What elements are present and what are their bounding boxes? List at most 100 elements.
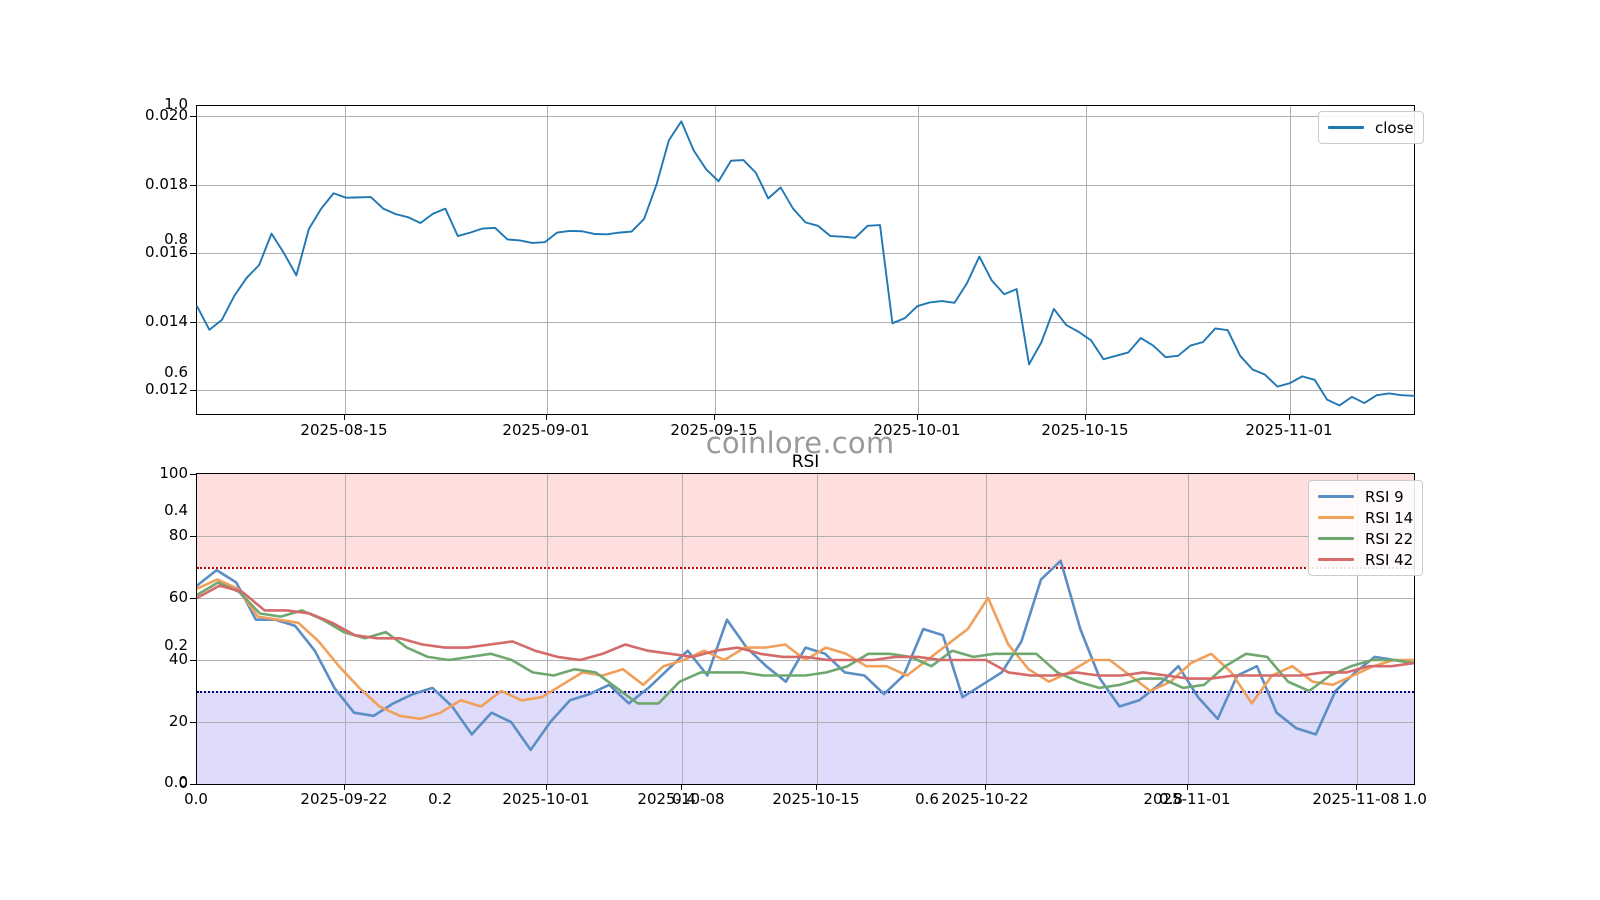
price-x-tickmark <box>344 415 345 420</box>
legend-swatch-close <box>1328 126 1364 129</box>
rsi-x-tick-label-secondary: 0.6 <box>915 790 939 808</box>
rsi-y-tick-label: 60 <box>168 588 188 606</box>
overbought-zone <box>197 474 1414 567</box>
legend-swatch-rsi-22 <box>1318 537 1354 540</box>
rsi-x-tickmark <box>1187 785 1188 790</box>
price-x-tick-label: 2025-10-01 <box>873 421 961 439</box>
price-gridline-h <box>197 321 1414 323</box>
rsi-gridline-h <box>197 598 1414 599</box>
rsi-x-tickmark <box>681 785 682 790</box>
rsi-y-tick-label: 40 <box>168 650 188 668</box>
price-x-tick-label: 2025-10-15 <box>1041 421 1129 439</box>
rsi-x-tickmark <box>816 785 817 790</box>
price-x-tick-label: 2025-09-01 <box>502 421 590 439</box>
rsi-x-tick-label: 2025-09-22 <box>300 790 388 808</box>
rsi-x-tick-label-secondary: 0.0 <box>184 790 208 808</box>
rsi-gridline-v <box>682 474 683 784</box>
price-gridline-h <box>197 184 1414 186</box>
rsi-y-tick-label: 0 <box>178 774 188 792</box>
rsi-chart-legend[interactable]: RSI 9 RSI 14 RSI 22 RSI 42 <box>1308 480 1424 576</box>
price-y-tick-label-secondary: 0.8 <box>164 230 188 248</box>
rsi-x-tickmark <box>344 785 345 790</box>
rsi-x-tick-label: 2025-10-22 <box>941 790 1029 808</box>
price-y-tick-label-secondary: 1.0 <box>164 95 188 113</box>
rsi-gridline-v <box>547 474 548 784</box>
rsi-x-tick-label: 2025-11-08 <box>1312 790 1400 808</box>
price-gridline-h <box>197 253 1414 255</box>
rsi-x-tick-label: 2025-10-08 <box>637 790 725 808</box>
rsi-y-tick-label-secondary: 0.0 <box>164 773 188 791</box>
price-chart-legend[interactable]: close <box>1318 111 1424 144</box>
rsi-chart-title: RSI <box>791 452 820 472</box>
legend-item[interactable]: RSI 22 <box>1318 528 1413 549</box>
price-y-tick-label: 0.016 <box>145 243 188 262</box>
rsi-y-tick-label: 20 <box>168 712 188 730</box>
price-gridline-h <box>197 390 1414 392</box>
price-gridline-v <box>1290 106 1291 414</box>
price-y-tick-label: 0.014 <box>145 311 188 330</box>
price-x-tickmark <box>1085 415 1086 420</box>
price-x-tickmark <box>546 415 547 420</box>
rsi-x-tickmark <box>985 785 986 790</box>
price-x-tick-label: 2025-11-01 <box>1245 421 1333 439</box>
legend-swatch-rsi-9 <box>1318 495 1354 498</box>
legend-item[interactable]: RSI 9 <box>1318 486 1413 507</box>
rsi-x-tickmark <box>546 785 547 790</box>
rsi-x-tick-label: 2025-11-01 <box>1143 790 1231 808</box>
price-gridline-v <box>918 106 919 414</box>
watermark: coinlore.com <box>705 426 895 460</box>
legend-swatch-rsi-14 <box>1318 516 1354 519</box>
price-y-tick-label: 0.012 <box>145 380 188 399</box>
rsi-x-tick-label-secondary: 0.2 <box>428 790 452 808</box>
price-y-tickmark <box>190 116 196 118</box>
rsi-y-tick-label: 100 <box>159 464 188 482</box>
rsi-gridline-h <box>197 722 1414 723</box>
price-y-tickmark <box>190 184 196 186</box>
rsi-y-tick-label: 80 <box>168 526 188 544</box>
rsi-y-tickmark <box>190 660 196 661</box>
rsi-gridline-h <box>197 536 1414 537</box>
price-line-series <box>196 120 1415 407</box>
rsi-y-tick-label-secondary: 0.4 <box>164 501 188 519</box>
legend-item[interactable]: RSI 14 <box>1318 507 1413 528</box>
price-x-tickmark <box>714 415 715 420</box>
rsi-x-tick-label: 2025-10-01 <box>502 790 590 808</box>
rsi-y-tickmark <box>190 784 196 785</box>
oversold-level-line <box>197 691 1414 693</box>
price-y-tick-label: 0.018 <box>145 174 188 193</box>
rsi-x-tickmark <box>1356 785 1357 790</box>
rsi-gridline-v <box>1357 474 1358 784</box>
price-y-tick-label: 0.020 <box>145 106 188 125</box>
rsi-y-tickmark <box>190 474 196 475</box>
rsi-y-tickmark <box>190 598 196 599</box>
price-x-tick-label: 2025-09-15 <box>670 421 758 439</box>
price-gridline-v <box>715 106 716 414</box>
rsi-x-tick-label-secondary: 0.8 <box>1159 790 1183 808</box>
price-x-tickmark <box>1289 415 1290 420</box>
rsi-y-tick-label-secondary: 0.2 <box>164 636 188 654</box>
price-x-tick-label: 2025-08-15 <box>300 421 388 439</box>
price-y-tickmark <box>190 321 196 323</box>
rsi-gridline-v <box>986 474 987 784</box>
rsi-x-tick-label: 2025-10-15 <box>772 790 860 808</box>
price-x-tickmark <box>917 415 918 420</box>
rsi-chart-plot-area <box>196 473 1415 785</box>
legend-label: RSI 14 <box>1365 508 1414 527</box>
legend-item[interactable]: close <box>1328 117 1414 138</box>
price-chart-plot-area <box>196 105 1415 415</box>
price-gridline-v <box>1086 106 1087 414</box>
legend-label: RSI 42 <box>1365 550 1414 569</box>
legend-label: RSI 22 <box>1365 529 1414 548</box>
rsi-gridline-v <box>817 474 818 784</box>
rsi-line-series <box>197 559 1414 752</box>
legend-swatch-rsi-42 <box>1318 558 1354 561</box>
price-y-tickmark <box>190 390 196 392</box>
rsi-x-tick-label-secondary: 0.4 <box>672 790 696 808</box>
legend-item[interactable]: RSI 42 <box>1318 549 1413 570</box>
price-gridline-v <box>547 106 548 414</box>
overbought-level-line <box>197 567 1414 569</box>
price-gridline-v <box>345 106 346 414</box>
legend-label: RSI 9 <box>1365 487 1404 506</box>
rsi-gridline-v <box>1188 474 1189 784</box>
